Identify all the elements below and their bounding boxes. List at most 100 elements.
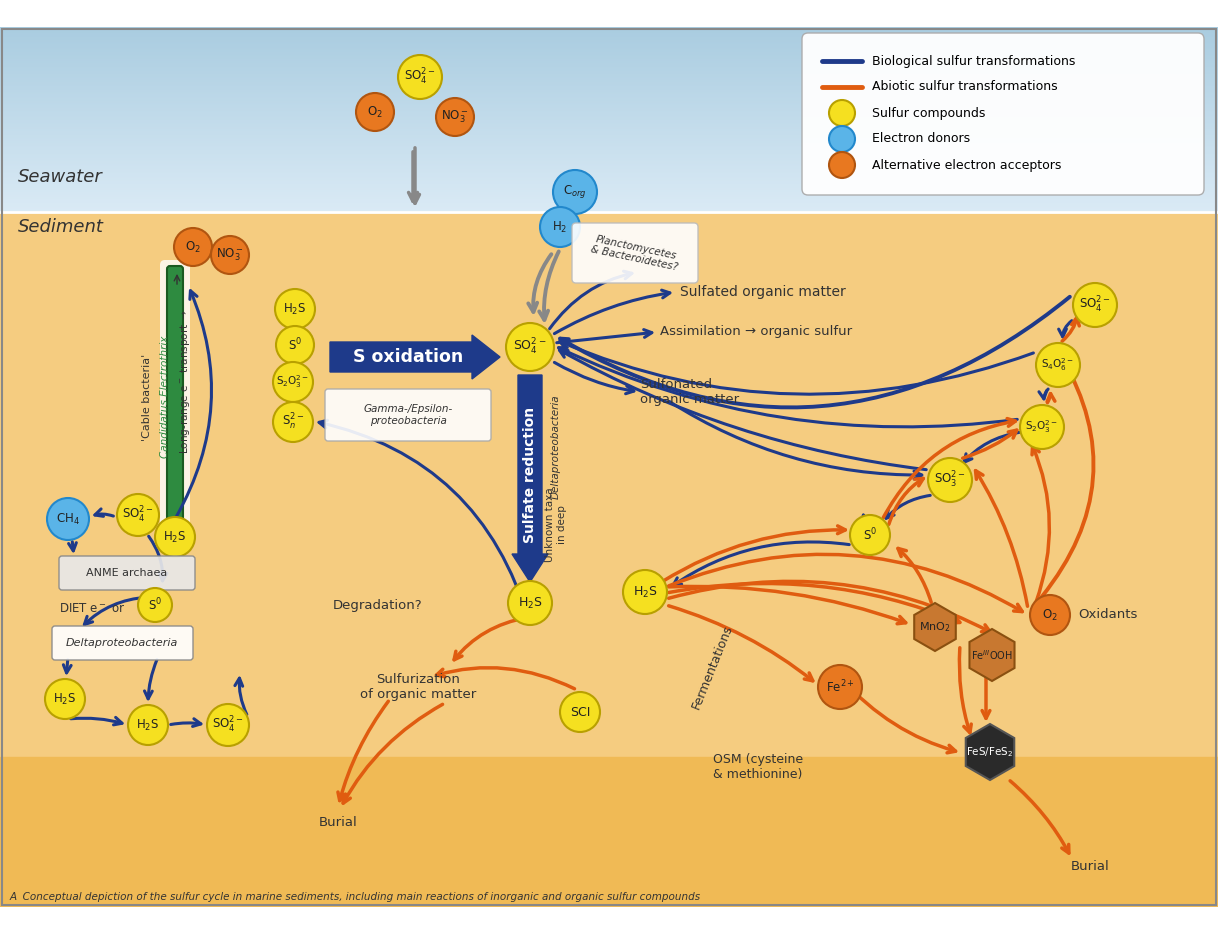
Bar <box>0 35 1218 36</box>
Bar <box>0 141 1218 142</box>
Bar <box>0 137 1218 138</box>
Bar <box>0 82 1218 83</box>
Bar <box>0 188 1218 189</box>
Text: Planctomycetes
& Bacteroidetes?: Planctomycetes & Bacteroidetes? <box>590 234 681 273</box>
Text: H$_2$S: H$_2$S <box>632 585 658 600</box>
Bar <box>0 165 1218 166</box>
Bar <box>0 93 1218 94</box>
Text: Long-range e$^-$ transport $\rightarrow$: Long-range e$^-$ transport $\rightarrow$ <box>178 309 192 455</box>
Bar <box>0 144 1218 145</box>
Text: NO$_3^-$: NO$_3^-$ <box>441 108 469 125</box>
Bar <box>0 33 1218 34</box>
Bar <box>0 100 1218 101</box>
Bar <box>0 204 1218 205</box>
Text: SO$_3^{2-}$: SO$_3^{2-}$ <box>934 470 966 490</box>
Bar <box>0 85 1218 86</box>
Bar <box>0 78 1218 79</box>
Bar <box>0 102 1218 103</box>
Bar <box>0 198 1218 199</box>
Bar <box>0 183 1218 184</box>
Text: O$_2$: O$_2$ <box>185 239 201 255</box>
Bar <box>0 66 1218 67</box>
Bar <box>0 128 1218 129</box>
Bar <box>0 133 1218 134</box>
Bar <box>0 149 1218 150</box>
Bar <box>0 92 1218 93</box>
Bar <box>0 29 1218 30</box>
Bar <box>0 37 1218 38</box>
Text: S$^0$: S$^0$ <box>287 336 302 353</box>
Bar <box>0 41 1218 42</box>
Text: FeS/FeS$_2$: FeS/FeS$_2$ <box>966 745 1013 759</box>
Bar <box>0 130 1218 131</box>
Bar <box>0 192 1218 193</box>
Text: Sulfur compounds: Sulfur compounds <box>872 106 985 120</box>
Bar <box>0 148 1218 149</box>
Bar <box>0 56 1218 57</box>
Circle shape <box>211 236 248 274</box>
Circle shape <box>829 126 855 152</box>
Bar <box>0 97 1218 98</box>
Bar <box>0 47 1218 48</box>
Polygon shape <box>966 724 1015 780</box>
Bar <box>0 143 1218 144</box>
Polygon shape <box>970 629 1015 681</box>
Circle shape <box>829 100 855 126</box>
Circle shape <box>928 458 972 502</box>
Bar <box>0 189 1218 190</box>
Bar <box>0 201 1218 202</box>
Text: Fe$^{2+}$: Fe$^{2+}$ <box>826 679 855 695</box>
Text: S$_2$O$_3^{2-}$: S$_2$O$_3^{2-}$ <box>276 374 309 390</box>
Bar <box>0 123 1218 124</box>
Text: S$^0$: S$^0$ <box>147 597 162 614</box>
Circle shape <box>622 570 667 614</box>
Bar <box>0 58 1218 59</box>
Bar <box>0 105 1218 106</box>
Bar <box>0 182 1218 183</box>
Circle shape <box>505 323 554 371</box>
Bar <box>0 176 1218 177</box>
Bar <box>0 187 1218 188</box>
Bar <box>0 122 1218 123</box>
Text: O$_2$: O$_2$ <box>1043 607 1058 623</box>
Bar <box>0 191 1218 192</box>
Bar <box>0 135 1218 136</box>
Bar <box>0 146 1218 147</box>
Text: 'Cable bacteria': 'Cable bacteria' <box>143 353 152 441</box>
Circle shape <box>273 362 313 402</box>
Bar <box>0 54 1218 55</box>
Circle shape <box>45 679 85 719</box>
Bar <box>0 160 1218 161</box>
Bar <box>0 126 1218 127</box>
Bar <box>0 95 1218 96</box>
Bar <box>0 42 1218 43</box>
Bar <box>0 150 1218 151</box>
Circle shape <box>1037 343 1080 387</box>
Bar <box>0 115 1218 116</box>
Circle shape <box>540 207 580 247</box>
Bar <box>0 120 1218 121</box>
Bar <box>0 121 1218 122</box>
Bar <box>0 202 1218 203</box>
Bar <box>0 142 1218 143</box>
Bar <box>0 161 1218 162</box>
Bar <box>0 172 1218 173</box>
Bar <box>0 195 1218 196</box>
Bar <box>0 43 1218 44</box>
Bar <box>0 203 1218 204</box>
Bar <box>0 50 1218 51</box>
Bar <box>0 136 1218 137</box>
Bar <box>0 61 1218 62</box>
Bar <box>0 36 1218 37</box>
Bar <box>0 32 1218 33</box>
Bar <box>0 154 1218 155</box>
Circle shape <box>138 588 172 622</box>
Text: H$_2$S: H$_2$S <box>136 717 160 732</box>
Bar <box>0 140 1218 141</box>
Bar <box>0 129 1218 130</box>
Bar <box>0 139 1218 140</box>
Bar <box>0 96 1218 97</box>
Bar <box>0 57 1218 58</box>
Bar <box>0 170 1218 171</box>
Text: Alternative electron acceptors: Alternative electron acceptors <box>872 159 1061 172</box>
